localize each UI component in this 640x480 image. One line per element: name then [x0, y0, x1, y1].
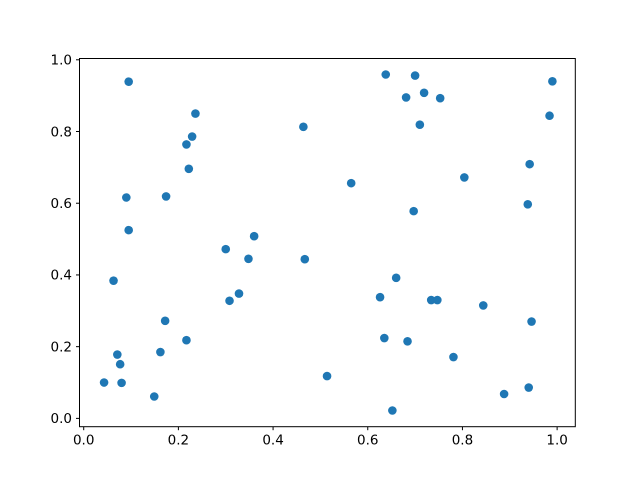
data-point: [419, 88, 429, 98]
data-point: [300, 254, 310, 264]
plot-area: [79, 58, 576, 428]
data-point: [381, 70, 391, 79]
data-point: [410, 71, 420, 80]
data-point: [409, 206, 418, 216]
data-point: [527, 317, 536, 326]
data-point: [109, 276, 118, 285]
data-point: [499, 389, 509, 399]
data-point: [299, 122, 308, 132]
y-tick-label: 0.4: [51, 268, 72, 284]
x-tick-label: 1.0: [546, 433, 567, 449]
data-point: [244, 254, 253, 264]
x-tick-label: 0.0: [73, 433, 94, 449]
data-point: [149, 392, 159, 401]
data-point: [322, 371, 332, 381]
data-point: [160, 316, 170, 326]
data-point: [122, 193, 131, 202]
data-point: [249, 231, 259, 241]
data-point: [415, 120, 425, 129]
data-point: [182, 335, 191, 345]
x-tick-label: 0.4: [262, 433, 283, 449]
data-point: [525, 159, 534, 169]
data-point: [182, 140, 191, 149]
x-tick-label: 0.8: [452, 433, 473, 449]
y-tick-label: 0.0: [51, 411, 72, 427]
x-tick-label: 0.2: [168, 433, 189, 449]
data-point: [113, 350, 122, 359]
data-point: [156, 347, 165, 357]
y-tick-label: 0.6: [51, 196, 72, 212]
data-point: [401, 93, 411, 102]
data-point: [433, 295, 442, 305]
data-point: [478, 301, 488, 310]
data-point: [524, 383, 534, 392]
data-point: [403, 336, 412, 346]
data-point: [435, 93, 445, 103]
data-point: [460, 173, 469, 182]
data-point: [124, 77, 133, 86]
data-point: [191, 109, 200, 118]
data-point: [115, 359, 125, 369]
data-point: [523, 200, 533, 209]
data-point: [187, 132, 197, 141]
data-point: [449, 352, 458, 362]
data-point: [234, 289, 244, 298]
data-point: [117, 378, 126, 388]
data-point: [346, 178, 356, 188]
data-point: [375, 292, 385, 302]
y-tick-label: 0.8: [51, 124, 72, 140]
data-point: [124, 225, 133, 235]
data-point: [99, 378, 109, 387]
y-tick-label: 1.0: [51, 53, 72, 69]
data-point: [391, 273, 401, 283]
data-point: [161, 192, 171, 201]
data-point: [545, 111, 554, 121]
data-point: [548, 77, 557, 86]
x-tick-label: 0.6: [357, 433, 378, 449]
data-point: [225, 296, 234, 306]
data-point: [388, 406, 397, 415]
data-point: [426, 295, 436, 305]
y-tick-label: 0.2: [51, 339, 72, 355]
data-point: [380, 333, 389, 343]
data-point: [184, 164, 194, 174]
data-point: [221, 244, 231, 254]
